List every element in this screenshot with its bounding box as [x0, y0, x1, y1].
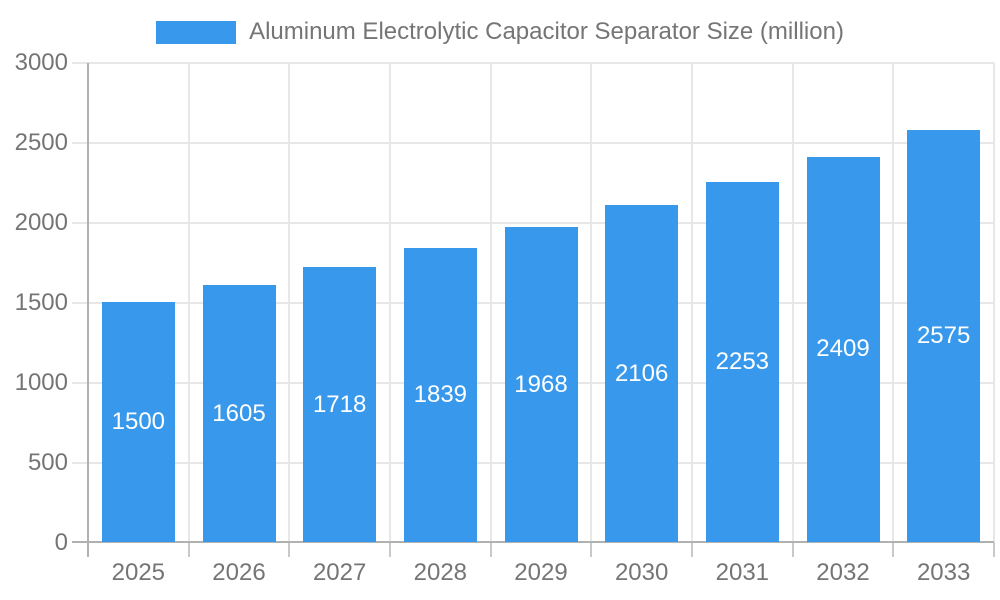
gridline-horizontal: [72, 62, 994, 64]
x-axis-label: 2027: [312, 559, 367, 586]
gridline-vertical: [590, 63, 593, 543]
x-axis-tick: [288, 543, 291, 557]
y-axis-label: 0: [54, 529, 68, 556]
gridline-vertical: [791, 63, 794, 543]
y-axis-line: [87, 63, 89, 557]
x-axis-tick: [590, 543, 593, 557]
gridline-horizontal: [72, 222, 994, 224]
bar-value-label: 2106: [614, 359, 669, 387]
y-axis-label: 1500: [14, 289, 68, 316]
bar-value-label: 2253: [715, 347, 770, 375]
plot-area: 0 500 1000 1500 2000 2500 3000 1500 2025 1605 2026…: [15, 50, 995, 586]
bar-value-label: 1605: [212, 399, 266, 427]
x-axis-line: [72, 541, 994, 543]
x-axis-label: 2029: [514, 559, 568, 586]
legend: Aluminum Electrolytic Capacitor Separato…: [0, 18, 1000, 46]
y-axis-label: 1000: [14, 369, 68, 396]
gridline-vertical: [993, 63, 995, 543]
y-axis-label: 2500: [14, 129, 68, 156]
bar-2026[interactable]: 1605: [202, 285, 276, 542]
gridline-horizontal: [72, 142, 994, 144]
y-axis-label: 3000: [14, 49, 68, 76]
bar-2032[interactable]: 2409: [806, 156, 880, 542]
bar-2033[interactable]: 2575: [907, 130, 981, 542]
x-axis-label: 2031: [715, 559, 770, 586]
x-axis-tick: [691, 543, 693, 557]
bar-2028[interactable]: 1839: [403, 247, 477, 542]
x-axis-label: 2030: [614, 559, 669, 586]
x-axis-label: 2026: [212, 559, 266, 586]
bar-value-label: 1968: [514, 370, 568, 398]
gridline-vertical: [691, 63, 693, 543]
bar-2027[interactable]: 1718: [303, 267, 377, 542]
legend-item[interactable]: Aluminum Electrolytic Capacitor Separato…: [156, 18, 844, 46]
x-axis-tick: [187, 543, 190, 557]
gridline-vertical: [389, 63, 391, 543]
bar-2029[interactable]: 1968: [504, 227, 578, 542]
gridline-vertical: [288, 63, 291, 543]
x-axis-tick: [993, 543, 995, 557]
x-axis-label: 2032: [816, 559, 870, 586]
bar-value-label: 1500: [111, 408, 166, 435]
gridline-vertical: [489, 63, 492, 543]
bar-value-label: 1839: [413, 380, 468, 408]
x-axis-label: 2033: [916, 559, 971, 586]
bar-2030[interactable]: 2106: [605, 205, 679, 542]
legend-swatch-icon: [156, 20, 237, 44]
bar-value-label: 1718: [312, 390, 367, 418]
x-axis-tick: [489, 543, 492, 557]
bar-value-label: 2575: [916, 322, 971, 349]
y-axis-label: 500: [27, 449, 68, 476]
x-axis-tick: [892, 543, 895, 557]
bar-value-label: 2409: [816, 335, 870, 363]
legend-label: Aluminum Electrolytic Capacitor Separato…: [249, 18, 844, 45]
x-axis-tick: [389, 543, 391, 557]
bar-2025[interactable]: 1500: [101, 302, 175, 542]
gridline-vertical: [892, 63, 895, 543]
gridline-vertical: [187, 63, 190, 543]
x-axis-label: 2025: [111, 559, 166, 586]
y-axis-label: 2000: [14, 209, 68, 236]
x-axis-tick: [791, 543, 794, 557]
x-axis-label: 2028: [413, 559, 468, 586]
bar-2031[interactable]: 2253: [705, 181, 779, 542]
